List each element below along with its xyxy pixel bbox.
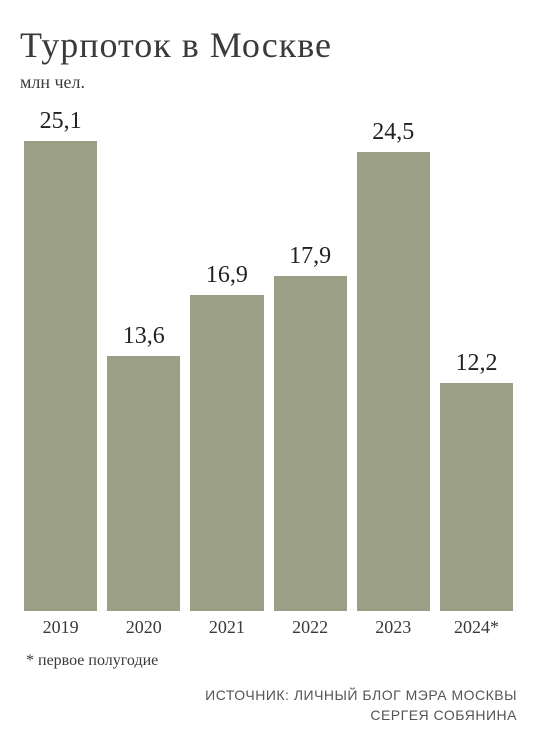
- bar-value-label: 12,2: [455, 350, 497, 377]
- bar-group: 13,6: [107, 101, 180, 611]
- bar-value-label: 16,9: [206, 262, 248, 289]
- footnote: * первое полугодие: [20, 652, 517, 670]
- source-line-1: ИСТОЧНИК: ЛИЧНЫЙ БЛОГ МЭРА МОСКВЫ: [20, 686, 517, 706]
- x-tick-label: 2021: [190, 617, 263, 638]
- bar-value-label: 25,1: [40, 108, 82, 135]
- bar: [357, 152, 430, 611]
- bar-chart: 25,1 13,6 16,9 17,9 24,5 12,2: [20, 101, 517, 611]
- x-tick-label: 2022: [274, 617, 347, 638]
- page-title: Турпоток в Москве: [20, 24, 517, 66]
- bar-group: 12,2: [440, 101, 513, 611]
- source-citation: ИСТОЧНИК: ЛИЧНЫЙ БЛОГ МЭРА МОСКВЫ СЕРГЕЯ…: [20, 686, 517, 725]
- x-tick-label: 2019: [24, 617, 97, 638]
- x-tick-label: 2020: [107, 617, 180, 638]
- bar-group: 25,1: [24, 101, 97, 611]
- source-line-2: СЕРГЕЯ СОБЯНИНА: [20, 706, 517, 726]
- bar: [440, 383, 513, 611]
- bar: [274, 276, 347, 611]
- bar-value-label: 13,6: [123, 323, 165, 350]
- bar-group: 16,9: [190, 101, 263, 611]
- bar: [24, 141, 97, 611]
- bar-group: 24,5: [357, 101, 430, 611]
- bar-group: 17,9: [274, 101, 347, 611]
- x-tick-label: 2024*: [440, 617, 513, 638]
- chart-subtitle: млн чел.: [20, 72, 517, 93]
- bar: [190, 295, 263, 611]
- x-axis: 2019 2020 2021 2022 2023 2024*: [20, 617, 517, 638]
- bar-value-label: 24,5: [372, 119, 414, 146]
- x-tick-label: 2023: [357, 617, 430, 638]
- bar: [107, 356, 180, 611]
- bar-value-label: 17,9: [289, 243, 331, 270]
